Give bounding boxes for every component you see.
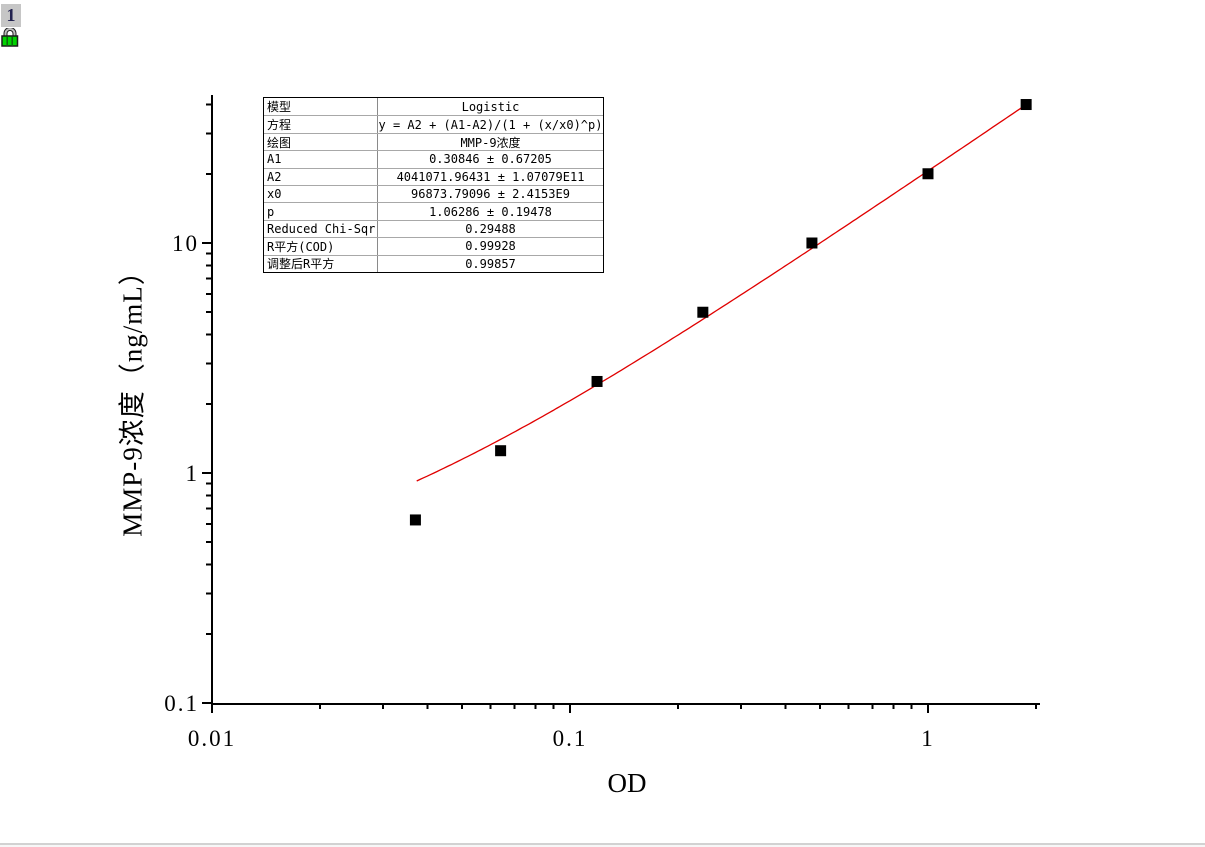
fit-table-row-value: 0.99928 [465,239,516,254]
fit-table-row-label: A2 [264,168,378,185]
fit-table-row-value: y = A2 + (A1-A2)/(1 + (x/x0)^p) [378,117,603,132]
fit-table-row: 模型 Logistic [264,98,603,116]
data-point-marker [922,168,934,180]
data-point-marker [409,514,421,526]
fit-table-row: A2 4041071.96431 ± 1.07079E11 [264,167,603,185]
fit-table-row-label: 模型 [264,98,378,116]
x-tick-label: 0.01 [188,726,236,751]
data-point-marker [697,306,709,318]
fit-table-row: R平方(COD) 0.99928 [264,237,603,255]
fit-table-row-label: x0 [264,185,378,203]
fit-table-row-label: 绘图 [264,133,378,151]
y-tick-label: 0.1 [164,691,199,716]
y-tick-label: 10 [172,231,199,256]
window-bottom-edge [0,843,1205,847]
fit-table-row-value: MMP-9浓度 [460,135,521,150]
fit-table-row-label: R平方(COD) [264,238,378,255]
fit-results-table[interactable]: 模型 Logistic 方程 y = A2 + (A1-A2)/(1 + (x/x0)… [263,97,604,273]
fit-table-row-label: A1 [264,151,378,168]
fit-table-row: 方程 y = A2 + (A1-A2)/(1 + (x/x0)^p) [264,115,603,133]
data-point-marker [806,237,818,249]
layer-1-badge[interactable]: 1 [1,4,21,27]
x-tick-label: 0.1 [553,726,588,751]
fit-table-row-value: 0.99857 [465,256,516,271]
fit-table-row-value: 0.30846 ± 0.67205 [429,152,552,167]
x-axis-title[interactable]: OD [607,768,647,798]
lock-icon-graphic [1,27,19,47]
data-point-marker [1020,99,1032,111]
data-point-marker [495,445,507,457]
fit-table-row-value: 0.29488 [465,221,516,236]
fit-table-row-value: Logistic [461,99,520,114]
fit-table-row-label: 调整后R平方 [264,255,378,272]
lock-icon[interactable] [1,27,19,47]
fit-table-row-label: Reduced Chi-Sqr [264,220,378,238]
fit-table-row: 调整后R平方 0.99857 [264,254,603,272]
fit-table-row-value: 1.06286 ± 0.19478 [429,204,552,219]
fit-table-row: 绘图 MMP-9浓度 [264,132,603,151]
fit-table-row-label: p [264,203,378,220]
x-tick-label: 1 [921,726,935,751]
data-point-marker [591,375,603,387]
fit-table-row-label: 方程 [264,116,378,133]
fit-table-row-value: 96873.79096 ± 2.4153E9 [411,187,570,202]
fit-table-row: Reduced Chi-Sqr 0.29488 [264,219,603,238]
y-axis-title[interactable]: MMP-9浓度（ng/mL） [117,257,148,537]
y-tick-label: 1 [186,461,200,486]
fit-table-row: A1 0.30846 ± 0.67205 [264,150,603,168]
fit-table-row: x0 96873.79096 ± 2.4153E9 [264,184,603,203]
fit-table-row: p 1.06286 ± 0.19478 [264,202,603,220]
fit-table-row-value: 4041071.96431 ± 1.07079E11 [396,169,585,184]
